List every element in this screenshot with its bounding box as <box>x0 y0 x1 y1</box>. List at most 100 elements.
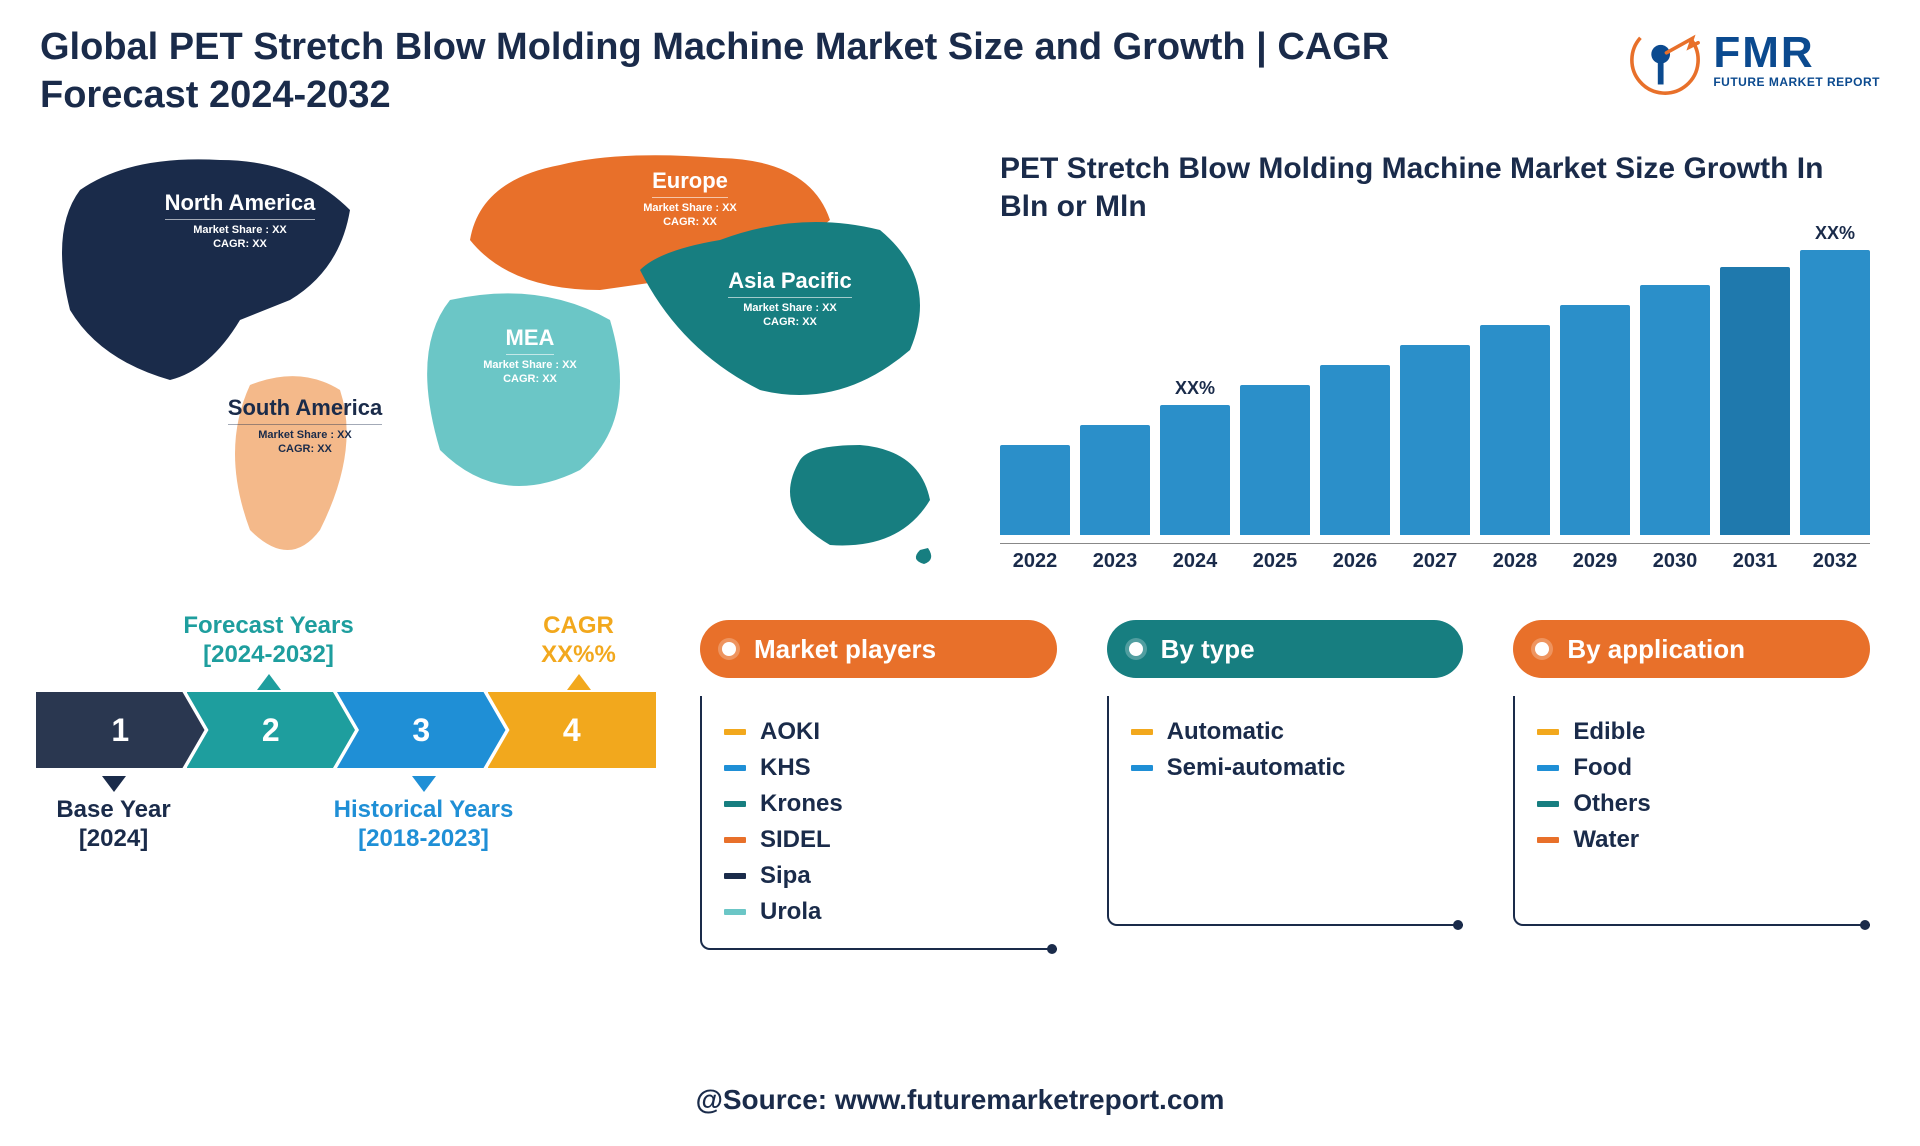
step-3: 3 <box>337 692 506 768</box>
logo-text-main: FMR <box>1713 31 1880 75</box>
category-pill: Market players <box>700 620 1057 678</box>
category-item: KHS <box>724 754 1057 782</box>
category-item: AOKI <box>724 718 1057 746</box>
category-item: Others <box>1537 790 1870 818</box>
bar-col-2024: XX% <box>1160 235 1230 535</box>
category-body: AOKI KHS Krones SIDEL Sipa Urola <box>700 696 1057 950</box>
category-item-label: SIDEL <box>760 826 831 854</box>
x-tick: 2032 <box>1800 550 1870 573</box>
bar-2031 <box>1720 267 1790 535</box>
category-item-label: Semi-automatic <box>1167 754 1346 782</box>
category-body: Automatic Semi-automatic <box>1107 696 1464 926</box>
category-item-label: Others <box>1573 790 1650 818</box>
bar-2023 <box>1080 425 1150 535</box>
bar-annotation: XX% <box>1175 378 1215 399</box>
region-label-europe: EuropeMarket Share : XXCAGR: XX <box>580 168 800 230</box>
swatch-icon <box>724 909 746 915</box>
page-title: Global PET Stretch Blow Molding Machine … <box>40 24 1440 119</box>
stepper-row: 1234 <box>36 692 656 768</box>
category-item: Sipa <box>724 862 1057 890</box>
category-item: Automatic <box>1131 718 1464 746</box>
category-item: Edible <box>1537 718 1870 746</box>
fmr-logo-icon <box>1629 24 1701 96</box>
category-item-label: Sipa <box>760 862 811 890</box>
category-column: By type Automatic Semi-automatic <box>1107 620 1464 950</box>
category-item-label: Urola <box>760 898 821 926</box>
swatch-icon <box>724 873 746 879</box>
swatch-icon <box>724 729 746 735</box>
logo-text-sub: FUTURE MARKET REPORT <box>1713 75 1880 89</box>
category-item-label: AOKI <box>760 718 820 746</box>
x-tick: 2031 <box>1720 550 1790 573</box>
swatch-icon <box>1537 729 1559 735</box>
step-4: 4 <box>488 692 657 768</box>
bar-col-2026 <box>1320 235 1390 535</box>
x-tick: 2024 <box>1160 550 1230 573</box>
bar-chart: PET Stretch Blow Molding Machine Market … <box>1000 150 1870 570</box>
category-item-label: Krones <box>760 790 843 818</box>
bar-col-2025 <box>1240 235 1310 535</box>
categories-row: Market players AOKI KHS Krones SIDEL Sipa Urol… <box>700 620 1870 950</box>
x-tick: 2025 <box>1240 550 1310 573</box>
x-tick: 2027 <box>1400 550 1470 573</box>
bars-container: XX%XX% <box>1000 235 1870 535</box>
bar-col-2029 <box>1560 235 1630 535</box>
chart-title: PET Stretch Blow Molding Machine Market … <box>1000 150 1870 225</box>
bar-2029 <box>1560 305 1630 535</box>
source-attribution: @Source: www.futuremarketreport.com <box>0 1084 1920 1116</box>
logo: FMR FUTURE MARKET REPORT <box>1629 24 1880 96</box>
category-item: Water <box>1537 826 1870 854</box>
category-column: By application Edible Food Others Water <box>1513 620 1870 950</box>
x-tick: 2026 <box>1320 550 1390 573</box>
region-label-asia-pacific: Asia PacificMarket Share : XXCAGR: XX <box>680 268 900 330</box>
swatch-icon <box>1131 765 1153 771</box>
callout-base: Base Year[2024] <box>6 772 221 854</box>
category-item: Urola <box>724 898 1057 926</box>
timeline-stepper: 1234 Base Year[2024]Forecast Years[2024-… <box>36 620 656 768</box>
region-label-north-america: North AmericaMarket Share : XXCAGR: XX <box>110 190 370 252</box>
callout-cagr: CAGRXX%% <box>471 612 686 694</box>
bar-2027 <box>1400 345 1470 535</box>
category-item-label: Water <box>1573 826 1639 854</box>
swatch-icon <box>1131 729 1153 735</box>
category-item-label: Edible <box>1573 718 1645 746</box>
swatch-icon <box>1537 837 1559 843</box>
bar-annotation: XX% <box>1815 223 1855 244</box>
bar-2025 <box>1240 385 1310 535</box>
bar-2032 <box>1800 250 1870 535</box>
category-pill: By type <box>1107 620 1464 678</box>
category-body: Edible Food Others Water <box>1513 696 1870 926</box>
bar-2024 <box>1160 405 1230 535</box>
swatch-icon <box>1537 765 1559 771</box>
region-label-south-america: South AmericaMarket Share : XXCAGR: XX <box>220 395 390 457</box>
category-pill: By application <box>1513 620 1870 678</box>
category-item-label: Food <box>1573 754 1632 782</box>
bar-col-2023 <box>1080 235 1150 535</box>
step-1: 1 <box>36 692 205 768</box>
bar-col-2022 <box>1000 235 1070 535</box>
x-tick: 2023 <box>1080 550 1150 573</box>
callout-forecast: Forecast Years[2024-2032] <box>161 612 376 694</box>
region-label-mea: MEAMarket Share : XXCAGR: XX <box>450 325 610 387</box>
bar-col-2030 <box>1640 235 1710 535</box>
swatch-icon <box>724 837 746 843</box>
category-item-label: Automatic <box>1167 718 1284 746</box>
x-tick: 2022 <box>1000 550 1070 573</box>
header-row: Global PET Stretch Blow Molding Machine … <box>40 24 1880 119</box>
callout-historical: Historical Years[2018-2023] <box>316 772 531 854</box>
swatch-icon <box>724 801 746 807</box>
category-item: Semi-automatic <box>1131 754 1464 782</box>
bar-2028 <box>1480 325 1550 535</box>
bar-col-2031 <box>1720 235 1790 535</box>
swatch-icon <box>1537 801 1559 807</box>
category-item: SIDEL <box>724 826 1057 854</box>
x-tick: 2030 <box>1640 550 1710 573</box>
category-item-label: KHS <box>760 754 811 782</box>
step-2: 2 <box>187 692 356 768</box>
x-tick: 2028 <box>1480 550 1550 573</box>
x-tick: 2029 <box>1560 550 1630 573</box>
bar-2022 <box>1000 445 1070 535</box>
swatch-icon <box>724 765 746 771</box>
x-axis: 2022 2023 2024 2025 2026 2027 2028 2029 2030 2031… <box>1000 543 1870 573</box>
category-item: Krones <box>724 790 1057 818</box>
